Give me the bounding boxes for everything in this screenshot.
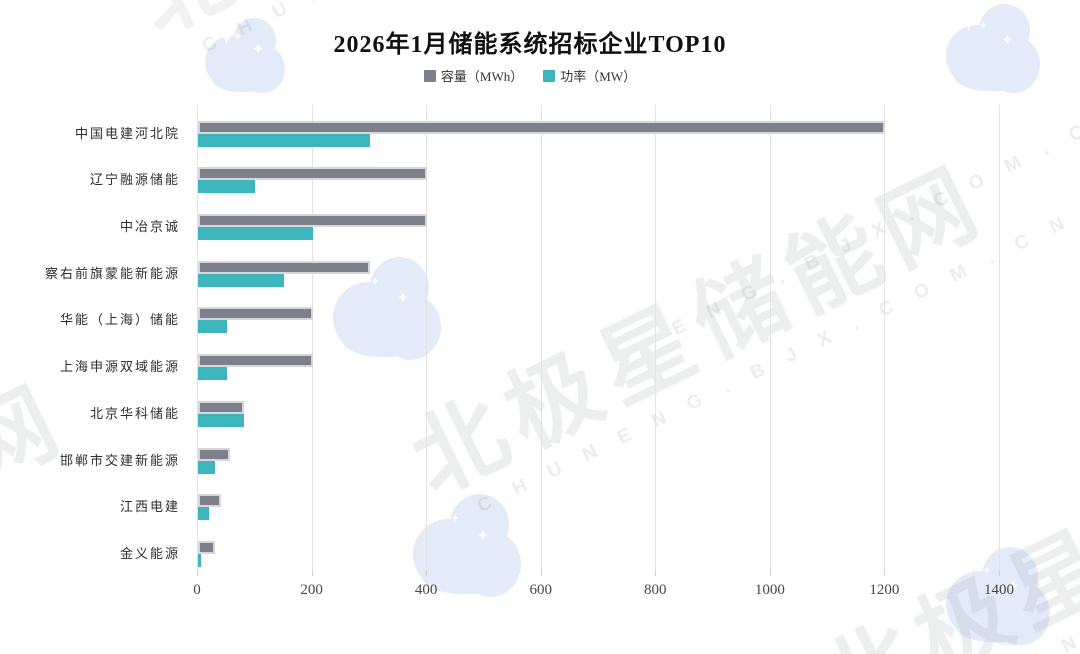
power-bar[interactable] <box>198 226 313 240</box>
gridline <box>999 105 1000 570</box>
x-tick-label: 400 <box>414 582 438 598</box>
category-label: 金义能源 <box>119 545 180 561</box>
gridline <box>197 105 198 570</box>
capacity-bar[interactable] <box>198 260 370 274</box>
gridline <box>769 105 771 570</box>
x-tick-label: 600 <box>529 582 552 598</box>
power-bar[interactable] <box>198 553 201 567</box>
capacity-bar[interactable] <box>198 540 216 554</box>
category-label: 辽宁融源储能 <box>89 172 180 188</box>
axis-tick <box>540 570 542 576</box>
y-axis-labels: 中国电建河北院辽宁融源储能中冶京诚察右前旗蒙能新能源华能（上海）储能 上海申源双域… <box>0 105 188 570</box>
power-bar[interactable] <box>198 320 227 334</box>
gridline <box>884 105 886 570</box>
plot-area: 0 200 400 600 800 1000 1200 1400 <box>193 105 1014 598</box>
axis-tick <box>311 570 313 576</box>
x-tick-label: 1000 <box>754 582 785 598</box>
axis-tick <box>769 570 771 576</box>
legend-label-capacity: 容量（MWh） <box>440 69 524 84</box>
capacity-bar[interactable] <box>198 400 244 414</box>
axis-tick <box>197 570 198 576</box>
power-bar[interactable] <box>198 413 244 427</box>
category-label: 中冶京诚 <box>119 218 180 234</box>
category-label: 邯郸市交建新能源 <box>59 452 180 468</box>
legend: 容量（MWh） 功率（MW） <box>0 66 1060 85</box>
category-label: 北京华科储能 <box>89 405 180 421</box>
axis-tick <box>655 570 657 576</box>
x-tick-label: 0 <box>193 582 201 598</box>
axis-tick <box>426 570 428 576</box>
power-bar[interactable] <box>198 367 227 381</box>
capacity-bar[interactable] <box>198 447 230 461</box>
legend-swatch-power-icon <box>543 69 556 82</box>
power-bar[interactable] <box>198 460 216 474</box>
x-tick-label: 200 <box>300 582 323 598</box>
power-bar[interactable] <box>198 133 370 147</box>
x-tick-label: 1200 <box>869 582 900 598</box>
legend-swatch-capacity-icon <box>423 69 436 82</box>
capacity-bar[interactable] <box>198 213 428 227</box>
capacity-bar[interactable] <box>198 120 886 134</box>
axis-tick <box>884 570 886 576</box>
axis-tick <box>999 570 1000 576</box>
legend-item-power[interactable]: 功率（MW） <box>543 66 636 85</box>
capacity-bar[interactable] <box>198 354 313 368</box>
capacity-bar[interactable] <box>198 167 428 181</box>
legend-label-power: 功率（MW） <box>560 69 637 84</box>
capacity-bar[interactable] <box>198 494 221 508</box>
x-tick-label: 800 <box>644 582 667 598</box>
category-label: 华能（上海）储能 <box>59 312 180 328</box>
gridline <box>540 105 542 570</box>
category-label: 察右前旗蒙能新能源 <box>44 265 180 281</box>
gridline <box>311 105 313 570</box>
gridline <box>655 105 657 570</box>
category-label: 中国电建河北院 <box>74 125 180 141</box>
power-bar[interactable] <box>198 180 256 194</box>
capacity-bar[interactable] <box>198 307 313 321</box>
category-label: 江西电建 <box>119 499 180 515</box>
power-bar[interactable] <box>198 507 210 521</box>
chart-title: 2026年1月储能系统招标企业TOP10 <box>333 32 727 58</box>
legend-item-capacity[interactable]: 容量（MWh） <box>423 66 524 85</box>
x-tick-label: 1400 <box>984 582 1014 598</box>
category-label: 上海申源双域能源 <box>59 359 180 375</box>
power-bar[interactable] <box>198 273 284 287</box>
